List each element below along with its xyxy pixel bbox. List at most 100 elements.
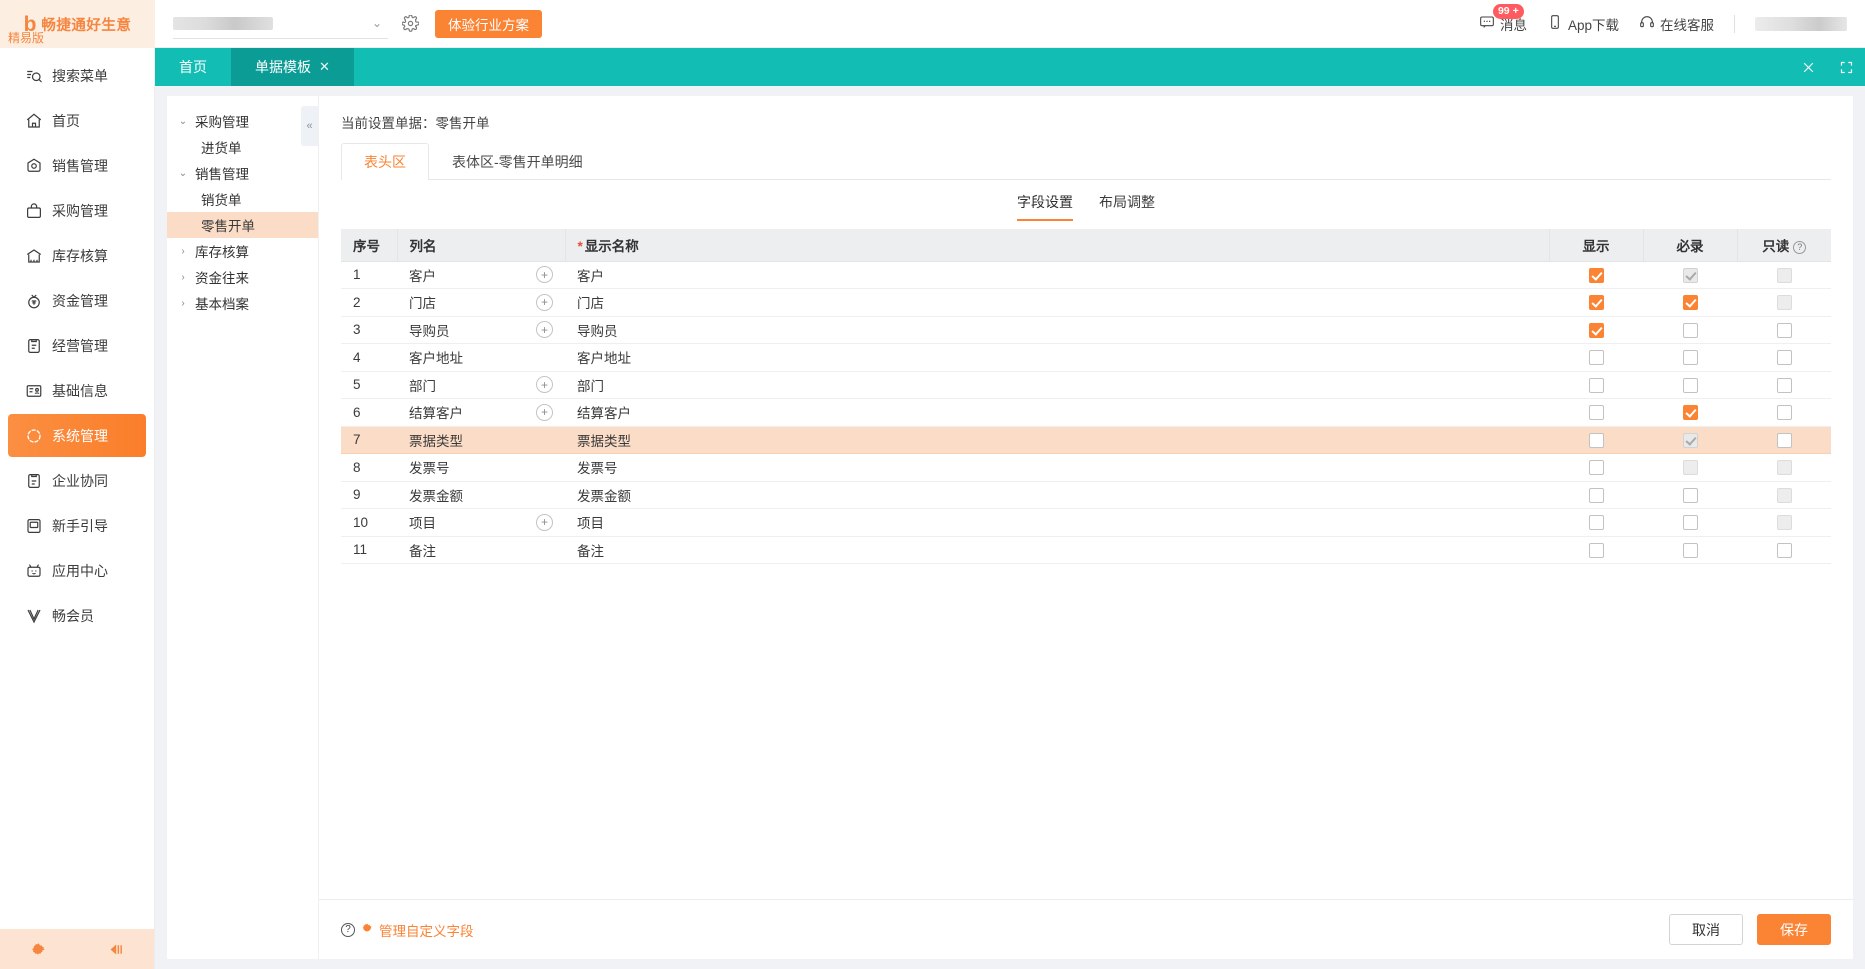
checkbox-show[interactable]	[1588, 432, 1604, 448]
table-row[interactable]: 11 备注 备注	[341, 536, 1831, 564]
tab-body-area[interactable]: 表体区-零售开单明细	[429, 143, 606, 180]
table-row[interactable]: 10 项目 + 项目	[341, 508, 1831, 537]
sidebar-item-collab[interactable]: 企业协同	[8, 459, 146, 502]
tree-node-fund-transactions[interactable]: › 资金往来	[167, 264, 318, 290]
checkbox-readonly[interactable]	[1776, 542, 1792, 558]
checkbox-readonly[interactable]	[1776, 405, 1792, 421]
tree-node-purchase-management[interactable]: ⌄ 采购管理	[167, 108, 318, 134]
org-selector[interactable]: ⌄	[173, 9, 388, 39]
cancel-button[interactable]: 取消	[1669, 914, 1743, 945]
table-row[interactable]: 6 结算客户 + 结算客户	[341, 398, 1831, 427]
tree-node-sales-order[interactable]: 销货单	[167, 186, 318, 212]
sidebar-settings-gear-icon[interactable]	[30, 941, 47, 958]
cell-display-name[interactable]: 导购员	[565, 316, 1549, 344]
checkbox-required[interactable]	[1682, 405, 1698, 421]
subtab-field-settings[interactable]: 字段设置	[1017, 192, 1073, 221]
table-row[interactable]: 4 客户地址 客户地址	[341, 343, 1831, 372]
checkbox-show[interactable]	[1588, 322, 1604, 338]
tree-node-purchase-order[interactable]: 进货单	[167, 134, 318, 160]
cell-display-name[interactable]: 部门	[565, 371, 1549, 399]
add-field-icon[interactable]: +	[536, 376, 553, 394]
table-row[interactable]: 2 门店 + 门店	[341, 288, 1831, 317]
cell-display-name[interactable]: 备注	[565, 536, 1549, 564]
checkbox-show[interactable]	[1588, 350, 1604, 366]
checkbox-show[interactable]	[1588, 295, 1604, 311]
sidebar-item-purchase[interactable]: 采购管理	[8, 189, 146, 232]
add-field-icon[interactable]: +	[536, 266, 553, 284]
brand-logo[interactable]: b 畅捷通好生意 精易版	[0, 0, 155, 48]
checkbox-required[interactable]	[1682, 295, 1698, 311]
tree-node-sales-management[interactable]: ⌄ 销售管理	[167, 160, 318, 186]
sidebar-item-guide[interactable]: 新手引导	[8, 504, 146, 547]
tab-home[interactable]: 首页	[155, 48, 231, 86]
sidebar-item-search-menu[interactable]: 搜索菜单	[8, 54, 146, 97]
messages-entry[interactable]: 消息 99 +	[1479, 3, 1527, 34]
cell-display-name[interactable]: 结算客户	[565, 398, 1549, 427]
sidebar-item-home[interactable]: 首页	[8, 99, 146, 142]
cell-display-name[interactable]: 发票号	[565, 453, 1549, 482]
cell-display-name[interactable]: 客户	[565, 261, 1549, 289]
checkbox-readonly[interactable]	[1776, 350, 1792, 366]
sidebar-collapse-icon[interactable]	[107, 941, 124, 958]
checkbox-readonly[interactable]	[1776, 377, 1792, 393]
checkbox-show[interactable]	[1588, 487, 1604, 503]
sidebar-item-sales[interactable]: 销售管理	[8, 144, 146, 187]
experience-industry-solution-button[interactable]: 体验行业方案	[435, 9, 542, 38]
settings-gear-icon[interactable]	[402, 15, 419, 32]
checkbox-required[interactable]	[1682, 322, 1698, 338]
checkbox-show[interactable]	[1588, 377, 1604, 393]
sidebar-item-system[interactable]: 系统管理	[8, 414, 146, 457]
fullscreen-icon[interactable]	[1827, 48, 1865, 86]
add-field-icon[interactable]: +	[536, 403, 553, 421]
tab-header-area[interactable]: 表头区	[341, 143, 429, 180]
close-all-tabs-icon[interactable]	[1789, 48, 1827, 86]
tree-node-basic-archives[interactable]: › 基本档案	[167, 290, 318, 316]
table-row[interactable]: 9 发票金额 发票金额	[341, 481, 1831, 509]
checkbox-required[interactable]	[1682, 515, 1698, 531]
sidebar-item-fund[interactable]: 资金管理	[8, 279, 146, 322]
checkbox-show[interactable]	[1588, 542, 1604, 558]
table-row[interactable]: 5 部门 + 部门	[341, 371, 1831, 399]
sidebar-item-vip[interactable]: 畅会员	[8, 594, 146, 637]
cell-display-name[interactable]: 门店	[565, 288, 1549, 317]
sidebar-item-basic-info[interactable]: 基础信息	[8, 369, 146, 412]
sidebar-item-inventory[interactable]: 库存核算	[8, 234, 146, 277]
table-row[interactable]: 8 发票号 发票号	[341, 453, 1831, 482]
checkbox-required[interactable]	[1682, 377, 1698, 393]
table-row[interactable]: 3 导购员 + 导购员	[341, 316, 1831, 344]
save-button[interactable]: 保存	[1757, 914, 1831, 945]
help-icon[interactable]: ?	[1793, 240, 1807, 254]
tab-document-template[interactable]: 单据模板 ✕	[231, 48, 354, 86]
tree-node-retail-billing[interactable]: 零售开单	[167, 212, 318, 238]
add-field-icon[interactable]: +	[536, 513, 553, 531]
online-service-entry[interactable]: 在线客服	[1639, 14, 1714, 34]
checkbox-readonly[interactable]	[1776, 432, 1792, 448]
table-row[interactable]: 7 票据类型 票据类型	[341, 426, 1831, 454]
checkbox-required[interactable]	[1682, 542, 1698, 558]
checkbox-show[interactable]	[1588, 405, 1604, 421]
cell-display-name[interactable]: 项目	[565, 508, 1549, 537]
app-download-entry[interactable]: App下载	[1547, 14, 1619, 34]
checkbox-show[interactable]	[1588, 460, 1604, 476]
cell-display-name[interactable]: 票据类型	[565, 426, 1549, 454]
checkbox-required[interactable]	[1682, 350, 1698, 366]
manage-custom-fields-link[interactable]: ? 管理自定义字段	[341, 920, 474, 940]
sidebar-item-operation[interactable]: 经营管理	[8, 324, 146, 367]
cell-display-name[interactable]: 客户地址	[565, 343, 1549, 372]
cell-display-name[interactable]: 发票金额	[565, 481, 1549, 509]
add-field-icon[interactable]: +	[536, 321, 553, 339]
add-field-icon[interactable]: +	[536, 293, 553, 311]
tree-collapse-icon[interactable]: «	[301, 106, 318, 146]
tree-node-inventory-accounting[interactable]: › 库存核算	[167, 238, 318, 264]
table-row[interactable]: 1 客户 + 客户	[341, 261, 1831, 289]
sidebar-item-app-center[interactable]: 应用中心	[8, 549, 146, 592]
subtab-layout-adjust[interactable]: 布局调整	[1099, 194, 1155, 210]
tab-close-icon[interactable]: ✕	[319, 59, 330, 74]
user-account-redacted[interactable]	[1755, 16, 1847, 31]
checkbox-show[interactable]	[1588, 515, 1604, 531]
checkbox-required[interactable]	[1682, 487, 1698, 503]
checkbox-readonly[interactable]	[1776, 322, 1792, 338]
sidebar-item-label: 新手引导	[52, 517, 108, 534]
checkbox-show[interactable]	[1588, 267, 1604, 283]
cell-checkbox-show	[1549, 316, 1643, 344]
